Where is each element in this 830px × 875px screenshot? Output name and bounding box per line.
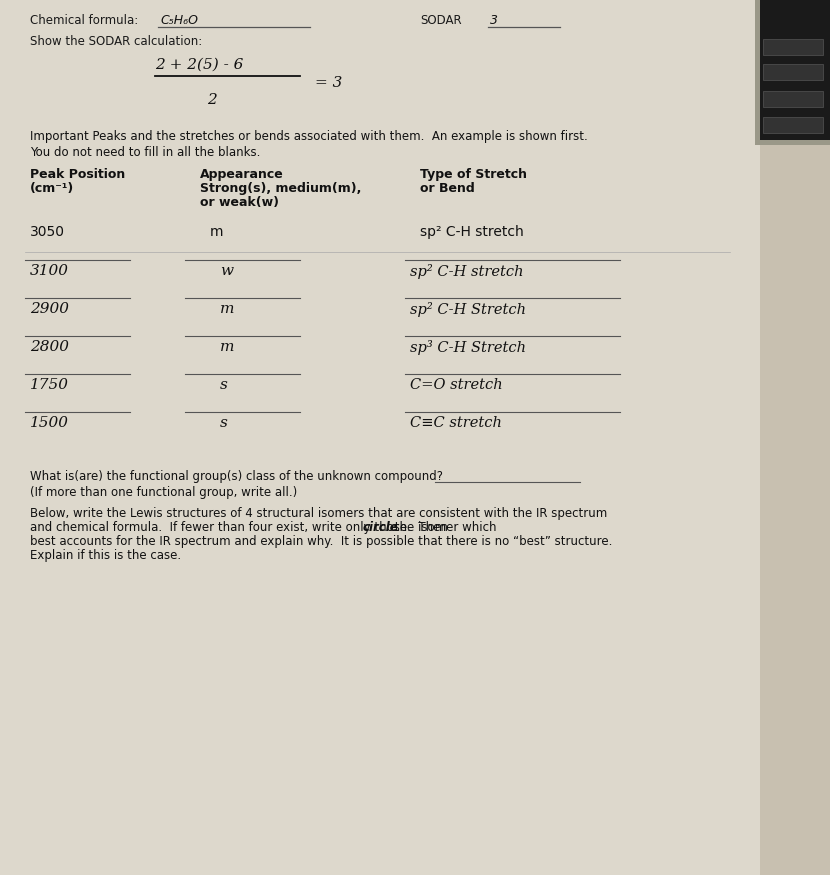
Text: What is(are) the functional group(s) class of the unknown compound?: What is(are) the functional group(s) cla… bbox=[30, 470, 443, 483]
Text: best accounts for the IR spectrum and explain why.  It is possible that there is: best accounts for the IR spectrum and ex… bbox=[30, 535, 613, 548]
Text: w: w bbox=[220, 264, 233, 278]
Text: = 3: = 3 bbox=[315, 76, 343, 90]
Text: C=O stretch: C=O stretch bbox=[410, 378, 503, 392]
Bar bbox=[763, 64, 823, 80]
Text: Show the SODAR calculation:: Show the SODAR calculation: bbox=[30, 35, 203, 48]
Text: 3050: 3050 bbox=[30, 225, 65, 239]
Bar bbox=[763, 117, 823, 133]
Text: or weak(w): or weak(w) bbox=[200, 196, 279, 209]
Text: Strong(s), medium(m),: Strong(s), medium(m), bbox=[200, 182, 361, 195]
Text: sp² C-H stretch: sp² C-H stretch bbox=[420, 225, 524, 239]
Text: Explain if this is the case.: Explain if this is the case. bbox=[30, 549, 181, 562]
Bar bbox=[760, 0, 830, 140]
Text: sp² C-H Stretch: sp² C-H Stretch bbox=[410, 302, 526, 317]
Text: and chemical formula.  If fewer than four exist, write only those.  Then: and chemical formula. If fewer than four… bbox=[30, 521, 452, 534]
Text: m: m bbox=[220, 340, 235, 354]
Text: 1750: 1750 bbox=[30, 378, 69, 392]
Text: 2: 2 bbox=[207, 93, 217, 107]
Text: the isomer which: the isomer which bbox=[391, 521, 496, 534]
Text: s: s bbox=[220, 416, 228, 430]
Text: Type of Stretch: Type of Stretch bbox=[420, 168, 527, 181]
Text: Important Peaks and the stretches or bends associated with them.  An example is : Important Peaks and the stretches or ben… bbox=[30, 130, 588, 143]
Text: sp³ C-H Stretch: sp³ C-H Stretch bbox=[410, 340, 526, 355]
Text: You do not need to fill in all the blanks.: You do not need to fill in all the blank… bbox=[30, 146, 261, 159]
Text: 3100: 3100 bbox=[30, 264, 69, 278]
Text: Peak Position: Peak Position bbox=[30, 168, 125, 181]
Text: 3: 3 bbox=[490, 14, 498, 27]
Text: SODAR: SODAR bbox=[420, 14, 461, 27]
Bar bbox=[760, 145, 830, 875]
Text: Appearance: Appearance bbox=[200, 168, 284, 181]
Bar bbox=[763, 91, 823, 107]
Text: C₅H₆O: C₅H₆O bbox=[160, 14, 198, 27]
Text: or Bend: or Bend bbox=[420, 182, 475, 195]
Text: (If more than one functional group, write all.): (If more than one functional group, writ… bbox=[30, 486, 297, 499]
Text: C≡C stretch: C≡C stretch bbox=[410, 416, 502, 430]
Text: sp² C-H stretch: sp² C-H stretch bbox=[410, 264, 524, 279]
Text: Chemical formula:: Chemical formula: bbox=[30, 14, 139, 27]
Text: (cm⁻¹): (cm⁻¹) bbox=[30, 182, 74, 195]
Text: m: m bbox=[220, 302, 235, 316]
Text: Below, write the Lewis structures of 4 structural isomers that are consistent wi: Below, write the Lewis structures of 4 s… bbox=[30, 507, 608, 520]
Bar bbox=[755, 0, 830, 145]
Text: circle: circle bbox=[362, 521, 398, 534]
Text: 2900: 2900 bbox=[30, 302, 69, 316]
Bar bbox=[763, 39, 823, 55]
Text: m: m bbox=[210, 225, 223, 239]
Text: 2 + 2(5) - 6: 2 + 2(5) - 6 bbox=[155, 58, 243, 72]
Text: 2800: 2800 bbox=[30, 340, 69, 354]
Text: 1500: 1500 bbox=[30, 416, 69, 430]
Text: s: s bbox=[220, 378, 228, 392]
